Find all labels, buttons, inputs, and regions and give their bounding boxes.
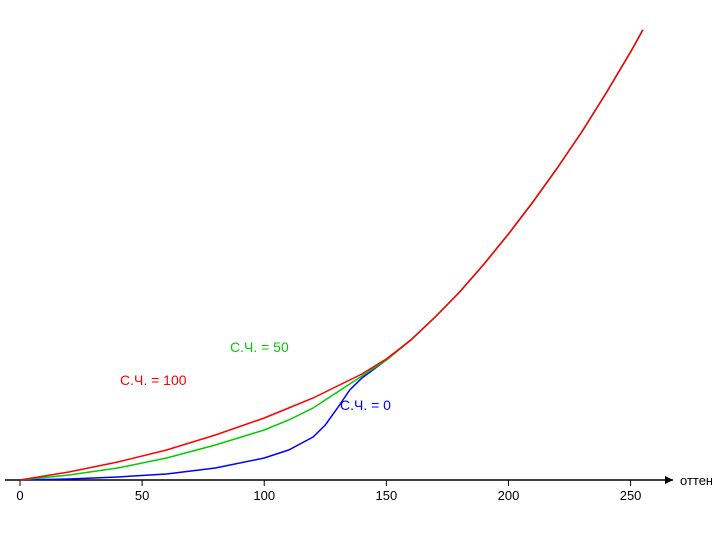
annotation: С.Ч. = 50 bbox=[230, 339, 289, 355]
x-tick-label: 100 bbox=[253, 488, 275, 503]
x-tick-label: 50 bbox=[135, 488, 149, 503]
line-chart: 0 50 100 150 200 250 оттенок С.Ч. = 100 С.Ч. = 5… bbox=[0, 0, 712, 541]
chart-container: 0 50 100 150 200 250 оттенок С.Ч. = 100 С.Ч. = 5… bbox=[0, 0, 712, 541]
x-tick-label: 250 bbox=[620, 488, 642, 503]
annotation: С.Ч. = 0 bbox=[340, 397, 391, 413]
series-sch100 bbox=[20, 30, 643, 480]
series-sch0 bbox=[20, 30, 643, 480]
series-sch50 bbox=[20, 30, 643, 480]
x-tick-label: 200 bbox=[498, 488, 520, 503]
x-tick-label: 0 bbox=[16, 488, 23, 503]
x-axis-label: оттенок bbox=[680, 473, 712, 488]
annotation: С.Ч. = 100 bbox=[120, 372, 187, 388]
x-tick-label: 150 bbox=[375, 488, 397, 503]
